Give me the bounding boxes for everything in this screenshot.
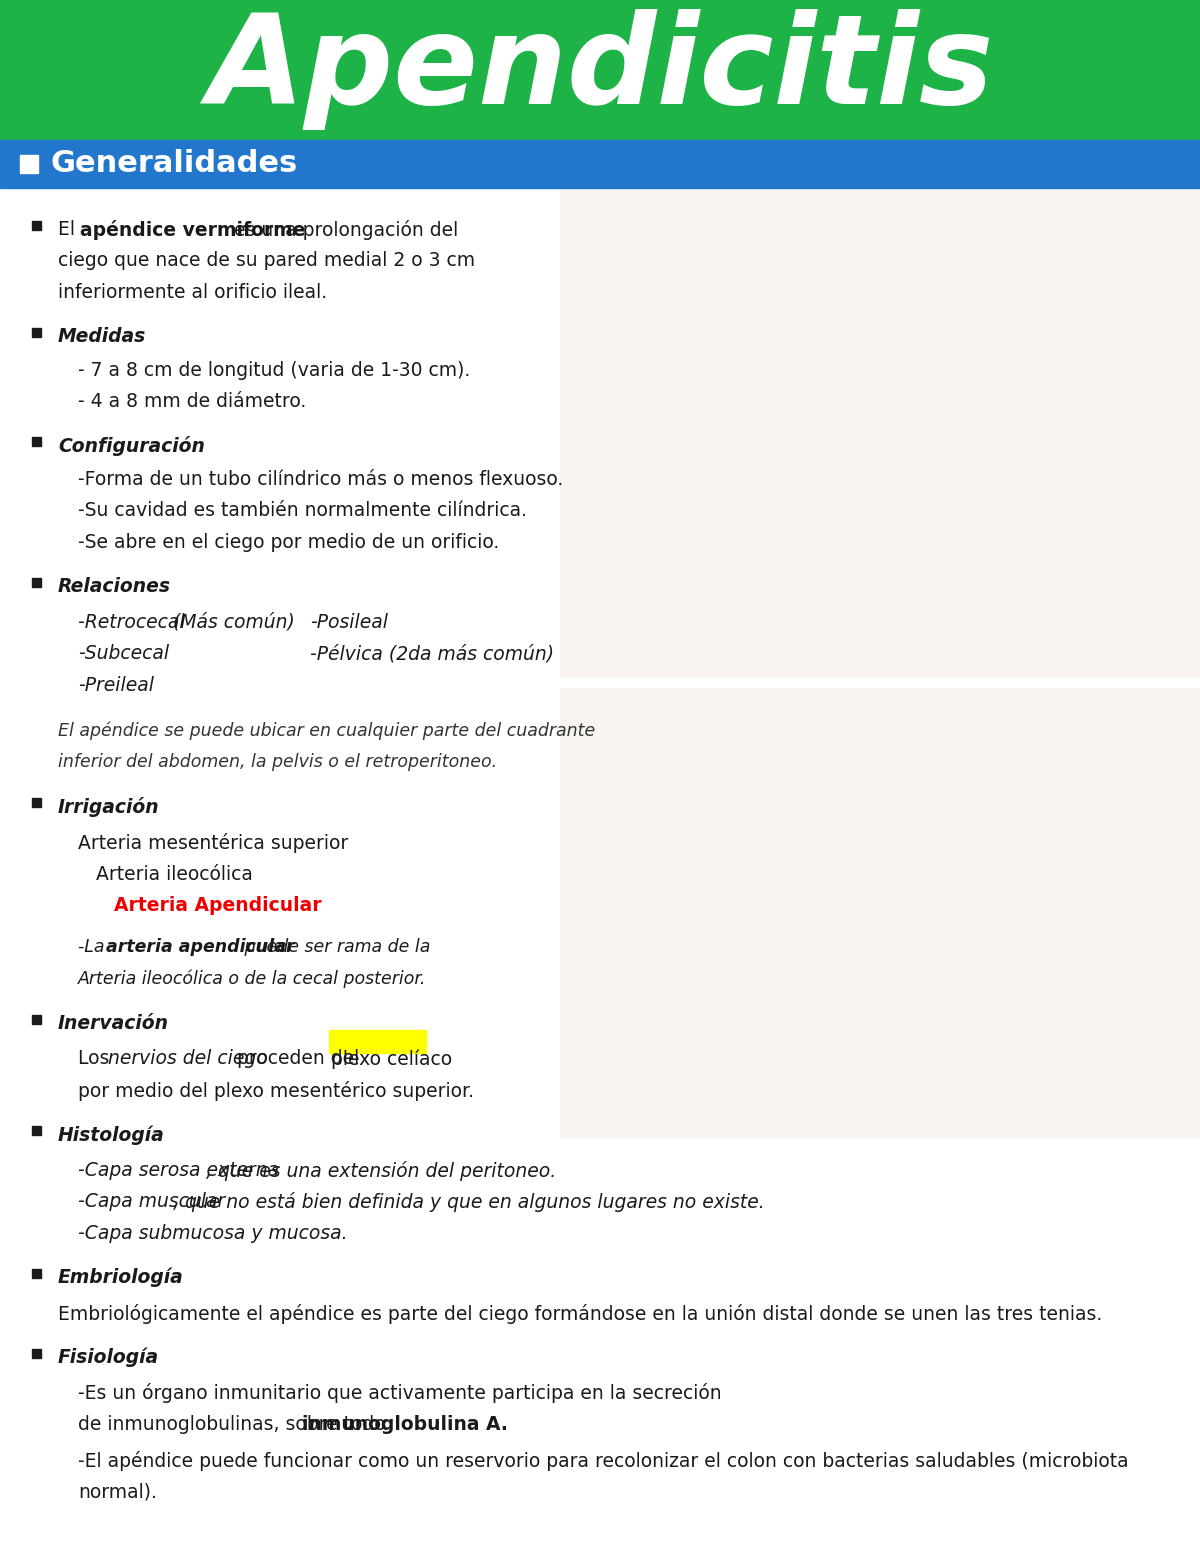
Text: Medidas: Medidas [58,328,146,346]
Text: El: El [58,221,82,239]
Text: (Más común): (Más común) [173,613,295,632]
Text: Configuración: Configuración [58,436,205,457]
Text: nervios del ciego: nervios del ciego [108,1050,268,1068]
Bar [32,1269,41,1278]
Bar [329,1030,426,1053]
Text: -La: -La [78,938,110,957]
Bar [20,155,38,172]
Text: plexo celíaco: plexo celíaco [331,1050,452,1068]
Text: ciego que nace de su pared medial 2 o 3 cm: ciego que nace de su pared medial 2 o 3 … [58,252,475,270]
Text: Arteria mesentérica superior: Arteria mesentérica superior [78,834,348,853]
Text: es una prolongación del: es una prolongación del [228,221,458,241]
Text: -Se abre en el ciego por medio de un orificio.: -Se abre en el ciego por medio de un ori… [78,533,499,551]
Text: Embriología: Embriología [58,1267,184,1287]
Bar [32,1348,41,1357]
Text: -Capa muscular: -Capa muscular [78,1193,226,1211]
Text: -El apéndice puede funcionar como un reservorio para recolonizar el colon con ba: -El apéndice puede funcionar como un res… [78,1451,1129,1471]
Text: -Retrocecal: -Retrocecal [78,613,191,632]
Text: Relaciones: Relaciones [58,578,172,596]
Bar [32,221,41,230]
Text: -Preileal: -Preileal [78,676,154,694]
Text: , que no está bien definida y que en algunos lugares no existe.: , que no está bien definida y que en alg… [173,1193,764,1213]
Text: - 4 a 8 mm de diámetro.: - 4 a 8 mm de diámetro. [78,393,306,412]
Bar [0,0,1200,140]
Text: -Forma de un tubo cilíndrico más o menos flexuoso.: -Forma de un tubo cilíndrico más o menos… [78,471,563,489]
Text: Arteria ileocólica: Arteria ileocólica [96,865,253,884]
Text: El apéndice se puede ubicar en cualquier parte del cuadrante: El apéndice se puede ubicar en cualquier… [58,722,595,741]
Text: normal).: normal). [78,1482,157,1502]
Text: de inmunoglobulinas, sobre todo: de inmunoglobulinas, sobre todo [78,1415,391,1433]
Text: -Es un órgano inmunitario que activamente participa en la secreción: -Es un órgano inmunitario que activament… [78,1384,721,1404]
Text: Generalidades: Generalidades [50,149,298,179]
Text: Arteria Apendicular: Arteria Apendicular [114,896,322,915]
Text: Los: Los [78,1050,115,1068]
Text: -Su cavidad es también normalmente cilíndrica.: -Su cavidad es también normalmente cilín… [78,502,527,520]
Text: Histología: Histología [58,1124,164,1145]
Text: inferiormente al orificio ileal.: inferiormente al orificio ileal. [58,283,328,301]
Text: -Pélvica (2da más común): -Pélvica (2da más común) [310,644,554,663]
Text: Irrigación: Irrigación [58,798,160,817]
Text: arteria apendicular: arteria apendicular [106,938,295,957]
Bar [32,578,41,587]
Bar [32,798,41,808]
Text: proceden del: proceden del [230,1050,365,1068]
Bar [32,1126,41,1135]
Bar [32,328,41,337]
Text: inmunoglobulina A.: inmunoglobulina A. [302,1415,508,1433]
Text: por medio del plexo mesentérico superior.: por medio del plexo mesentérico superior… [78,1081,474,1101]
Text: -Capa submucosa y mucosa.: -Capa submucosa y mucosa. [78,1224,348,1242]
Bar [0,140,1200,188]
Text: apéndice vermiforme: apéndice vermiforme [80,221,306,241]
Bar [560,188,1200,679]
Text: Inervación: Inervación [58,1014,169,1033]
Bar [560,688,1200,1138]
Text: -Capa serosa externa: -Capa serosa externa [78,1160,280,1180]
Bar [32,1014,41,1023]
Text: -Posileal: -Posileal [310,613,388,632]
Text: -Subcecal: -Subcecal [78,644,169,663]
Text: Arteria ileocólica o de la cecal posterior.: Arteria ileocólica o de la cecal posteri… [78,969,426,988]
Text: - 7 a 8 cm de longitud (varia de 1-30 cm).: - 7 a 8 cm de longitud (varia de 1-30 cm… [78,360,470,379]
Bar [32,438,41,446]
Text: inferior del abdomen, la pelvis o el retroperitoneo.: inferior del abdomen, la pelvis o el ret… [58,753,497,772]
Text: , que es una extensión del peritoneo.: , que es una extensión del peritoneo. [206,1160,557,1180]
Text: puede ser rama de la: puede ser rama de la [239,938,431,957]
Text: Embriológicamente el apéndice es parte del ciego formándose en la unión distal d: Embriológicamente el apéndice es parte d… [58,1303,1103,1323]
Text: Apendicitis: Apendicitis [206,9,994,130]
Text: Fisiología: Fisiología [58,1348,160,1367]
